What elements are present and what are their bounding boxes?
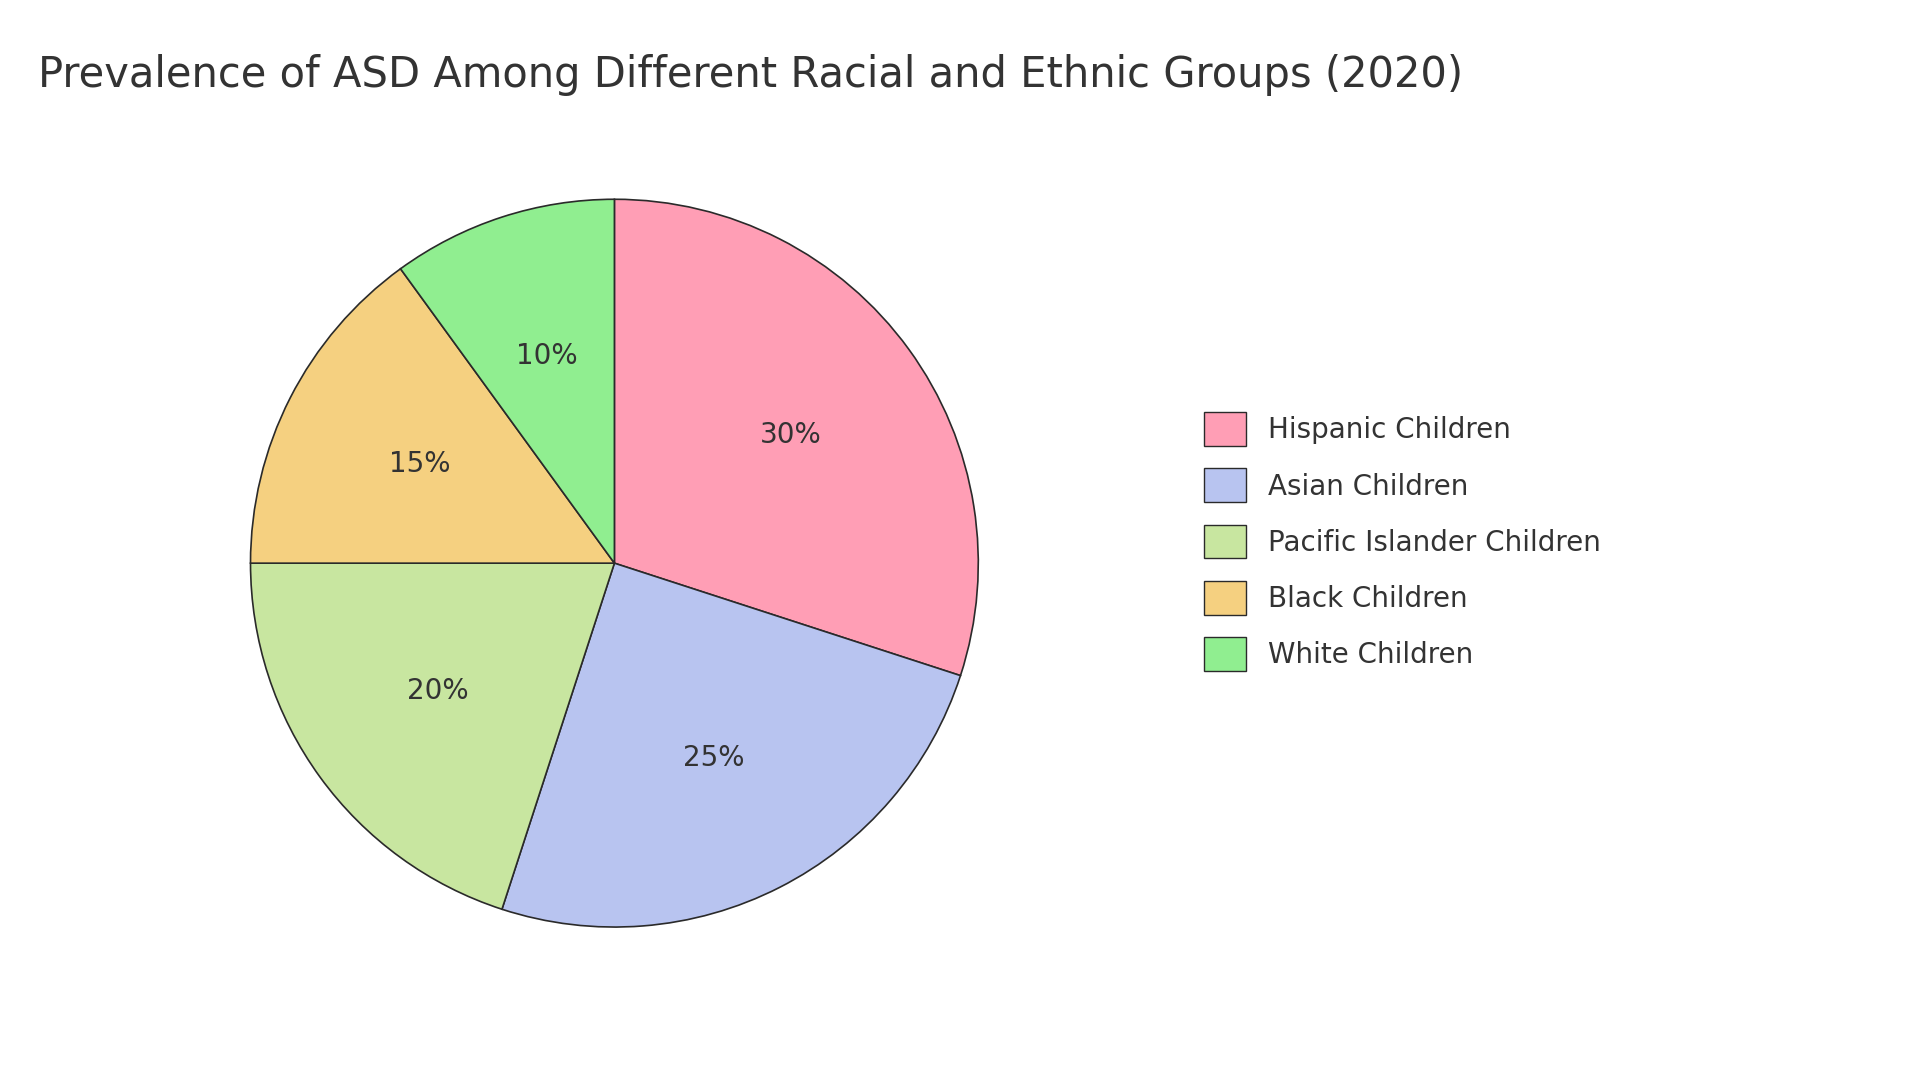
Legend: Hispanic Children, Asian Children, Pacific Islander Children, Black Children, Wh: Hispanic Children, Asian Children, Pacif… <box>1204 413 1601 670</box>
Wedge shape <box>501 563 960 927</box>
Wedge shape <box>250 269 614 563</box>
Text: 15%: 15% <box>390 451 451 478</box>
Text: 20%: 20% <box>407 678 468 705</box>
Wedge shape <box>614 199 979 676</box>
Text: 30%: 30% <box>760 421 822 448</box>
Text: 25%: 25% <box>684 744 745 772</box>
Text: Prevalence of ASD Among Different Racial and Ethnic Groups (2020): Prevalence of ASD Among Different Racial… <box>38 54 1463 96</box>
Wedge shape <box>250 563 614 910</box>
Wedge shape <box>401 199 614 563</box>
Text: 10%: 10% <box>516 341 578 369</box>
